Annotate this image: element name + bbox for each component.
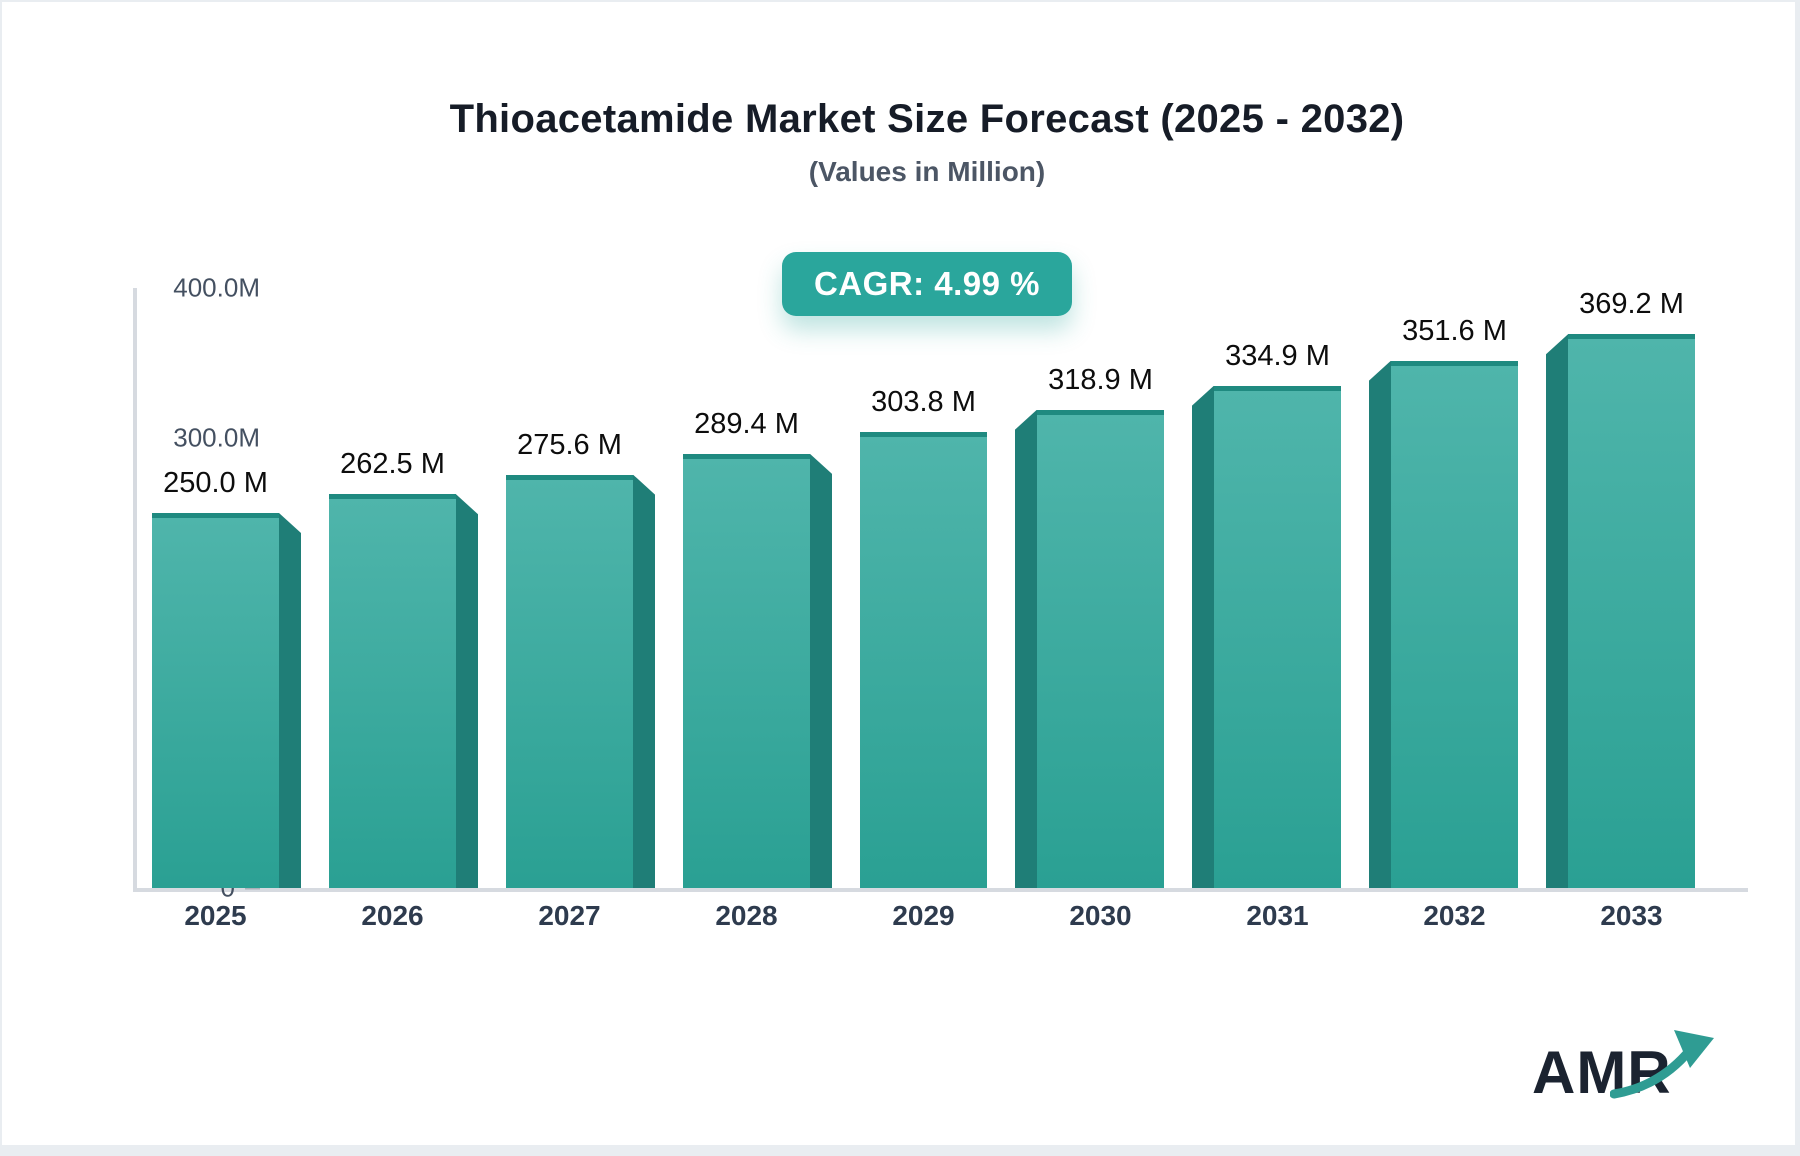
bar-side-face-2030 [1015, 409, 1037, 888]
y-tick-label: 300.0M [173, 422, 260, 453]
bar-2033 [1568, 334, 1695, 888]
y-tick-400: 400.0M [173, 273, 260, 304]
bar-value-label-2030: 318.9 M [1048, 363, 1153, 396]
x-tick-label-2028: 2028 [715, 900, 778, 931]
bar-2029 [860, 432, 987, 888]
x-tick-label-2031: 2031 [1246, 900, 1309, 931]
bar-2031 [1214, 385, 1341, 888]
x-tick-label-2027: 2027 [538, 900, 601, 931]
bar-side-face-2026 [456, 494, 478, 888]
x-tick-label-2030: 2030 [1069, 900, 1132, 931]
x-tick-label-2025: 2025 [184, 900, 247, 931]
bar-value-label-2032: 351.6 M [1402, 314, 1507, 347]
y-tick-mark [245, 886, 260, 890]
bar-side-face-2027 [633, 474, 655, 888]
bar-2032 [1391, 360, 1518, 888]
amr-logo-text: AMR [1532, 1039, 1672, 1106]
bar-2027 [506, 474, 633, 888]
amr-logo: AMR [1532, 1028, 1742, 1118]
x-axis-line [133, 888, 1748, 892]
cagr-badge: CAGR: 4.99 % [781, 252, 1073, 316]
bar-value-label-2033: 369.2 M [1579, 288, 1684, 321]
chart-header: Thioacetamide Market Size Forecast (2025… [127, 96, 1727, 188]
bar-2025 [152, 513, 279, 888]
growth-arrow-icon [1610, 1030, 1714, 1099]
y-tick-label: 400.0M [173, 272, 260, 303]
bar-side-face-2025 [279, 513, 301, 888]
bar-value-label-2028: 289.4 M [694, 407, 799, 440]
bar-value-label-2026: 262.5 M [340, 448, 445, 481]
bar-side-face-2028 [810, 453, 832, 888]
bar-value-label-2027: 275.6 M [517, 428, 622, 461]
x-tick-label-2032: 2032 [1423, 900, 1486, 931]
bar-side-face-2032 [1369, 360, 1391, 888]
bar-2028 [683, 453, 810, 888]
cagr-badge-row: CAGR: 4.99 % [127, 252, 1727, 316]
y-axis-line [133, 288, 137, 890]
bar-2026 [329, 494, 456, 888]
bar-side-face-2031 [1192, 385, 1214, 888]
bar-side-face-2033 [1546, 334, 1568, 888]
bar-value-label-2029: 303.8 M [871, 386, 976, 419]
x-tick-label-2026: 2026 [361, 900, 424, 931]
bar-value-label-2025: 250.0 M [163, 467, 268, 499]
y-tick-300: 300.0M [173, 423, 260, 454]
chart-title: Thioacetamide Market Size Forecast (2025… [449, 97, 1405, 141]
x-tick-label-2033: 2033 [1600, 900, 1663, 931]
x-tick-label-2029: 2029 [892, 900, 955, 931]
bar-2030 [1037, 409, 1164, 888]
chart-subtitle: (Values in Million) [808, 156, 1046, 187]
bar-value-label-2031: 334.9 M [1225, 339, 1330, 372]
